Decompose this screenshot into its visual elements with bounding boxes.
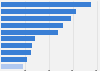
Bar	[1, 23, 63, 28]
Bar	[1, 9, 76, 14]
Bar	[1, 50, 30, 55]
Bar	[1, 64, 23, 69]
Bar	[1, 30, 58, 35]
Bar	[1, 2, 90, 7]
Bar	[1, 43, 32, 48]
Bar	[1, 36, 35, 41]
Bar	[1, 16, 71, 21]
Bar	[1, 57, 27, 62]
